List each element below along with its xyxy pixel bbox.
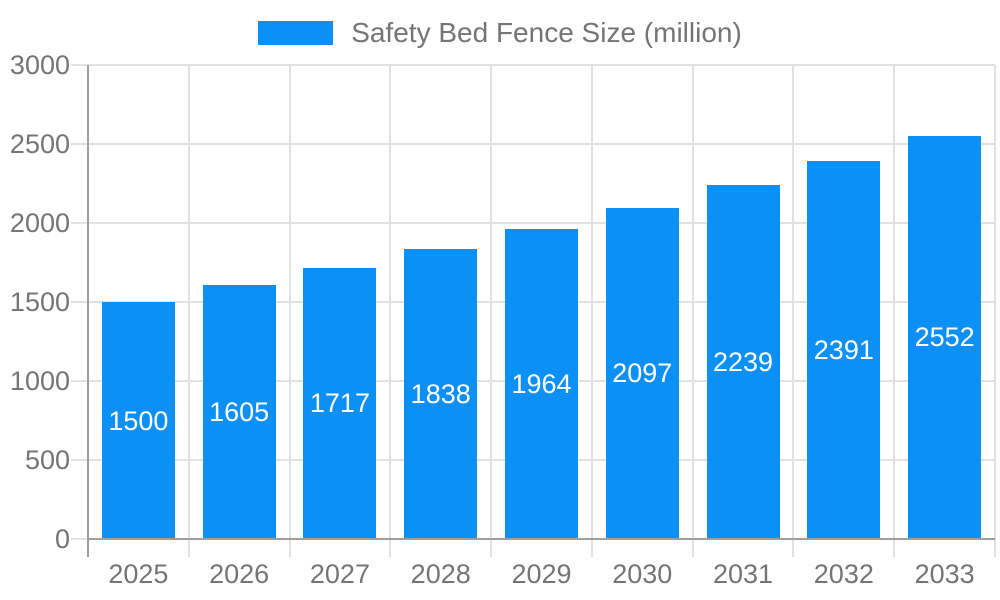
legend[interactable]: Safety Bed Fence Size (million) bbox=[0, 16, 1000, 50]
bar-value-label: 1500 bbox=[108, 405, 169, 436]
bar[interactable] bbox=[505, 228, 578, 539]
bar[interactable] bbox=[605, 207, 679, 539]
bar-value-label: 1717 bbox=[309, 388, 370, 419]
x-tick-label: 2033 bbox=[914, 559, 975, 589]
bar[interactable] bbox=[908, 135, 982, 539]
v-gridline bbox=[187, 65, 190, 557]
bar-value-label: 1964 bbox=[511, 368, 572, 399]
h-gridline bbox=[71, 64, 995, 66]
v-gridline bbox=[490, 65, 493, 557]
x-tick-label: 2028 bbox=[410, 559, 471, 589]
x-tick-label: 2032 bbox=[813, 559, 874, 589]
x-tick-label: 2030 bbox=[612, 559, 673, 589]
y-tick-label: 1500 bbox=[9, 287, 70, 317]
x-tick-label: 2025 bbox=[108, 559, 169, 589]
h-gridline bbox=[71, 143, 995, 145]
v-gridline bbox=[994, 65, 996, 557]
bar-value-label: 2097 bbox=[612, 358, 673, 389]
x-axis-line bbox=[88, 538, 995, 540]
x-tick-label: 2029 bbox=[511, 559, 572, 589]
y-tick-label: 1000 bbox=[9, 366, 70, 396]
x-tick-label: 2026 bbox=[209, 559, 270, 589]
v-gridline bbox=[288, 65, 291, 557]
y-tick-label: 3000 bbox=[9, 50, 70, 80]
v-gridline bbox=[691, 65, 694, 557]
v-gridline bbox=[893, 65, 896, 557]
y-tick-label: 2000 bbox=[9, 208, 70, 238]
bar[interactable] bbox=[706, 185, 780, 539]
y-axis-line bbox=[87, 65, 89, 557]
x-tick-label: 2031 bbox=[713, 559, 774, 589]
bar[interactable] bbox=[303, 267, 377, 539]
bar[interactable] bbox=[101, 302, 175, 539]
legend-label: Safety Bed Fence Size (million) bbox=[351, 17, 742, 48]
bar[interactable] bbox=[807, 161, 881, 539]
y-tick-label: 2500 bbox=[9, 129, 70, 159]
v-gridline bbox=[389, 65, 392, 557]
v-gridline bbox=[792, 65, 795, 557]
bar[interactable] bbox=[404, 248, 478, 539]
bar-value-label: 2239 bbox=[713, 347, 774, 378]
v-gridline bbox=[590, 65, 593, 557]
y-tick-label: 0 bbox=[54, 524, 70, 554]
bar[interactable] bbox=[202, 285, 276, 539]
h-gridline bbox=[71, 222, 995, 224]
bar-value-label: 2552 bbox=[914, 322, 975, 353]
bar-value-label: 1605 bbox=[209, 397, 270, 428]
y-tick-label: 500 bbox=[24, 445, 70, 475]
bar-value-label: 2391 bbox=[813, 335, 874, 366]
x-tick-label: 2027 bbox=[309, 559, 370, 589]
bar-value-label: 1838 bbox=[410, 378, 471, 409]
legend-swatch bbox=[258, 21, 334, 45]
